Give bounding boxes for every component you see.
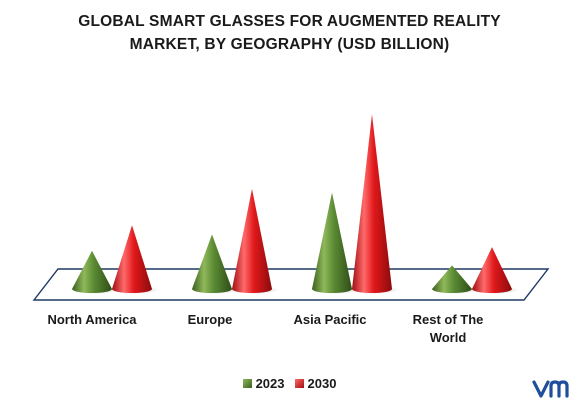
cone-asia-pacific-2030: [352, 114, 392, 293]
chart-title-line-1: GLOBAL SMART GLASSES FOR AUGMENTED REALI…: [78, 13, 501, 30]
chart-title-line-2: MARKET, BY GEOGRAPHY (USD BILLION): [129, 36, 450, 53]
brand-logo-icon: [532, 380, 569, 398]
legend-label-2023: 2023: [255, 376, 285, 391]
legend-item-2023: 2023: [242, 376, 285, 391]
cone-rest-of-the-world-2030: [472, 247, 512, 293]
category-label-asia-pacific: Asia Pacific: [293, 312, 367, 327]
cones-group: [71, 114, 519, 294]
category-label-north-america: North America: [47, 312, 137, 327]
chart-title: GLOBAL SMART GLASSES FOR AUGMENTED REALI…: [0, 10, 579, 56]
category-label-rest-of-the-world: Rest of The World: [412, 312, 484, 345]
cone-asia-pacific-2023: [312, 192, 352, 293]
cone-rest-of-the-world-2023: [432, 265, 472, 293]
legend-item-2030: 2030: [294, 376, 337, 391]
cone-north-america-2023: [72, 250, 112, 293]
legend-swatch-2030: [294, 379, 304, 388]
category-label-europe: Europe: [187, 312, 233, 327]
cone-europe-2023: [192, 234, 232, 293]
cone-north-america-2030: [112, 225, 152, 293]
chart-floor: [32, 268, 550, 301]
legend: 2023 2030: [0, 376, 579, 391]
legend-swatch-2023: [242, 379, 252, 388]
cone-europe-2030: [232, 188, 272, 293]
legend-label-2030: 2030: [307, 376, 337, 391]
